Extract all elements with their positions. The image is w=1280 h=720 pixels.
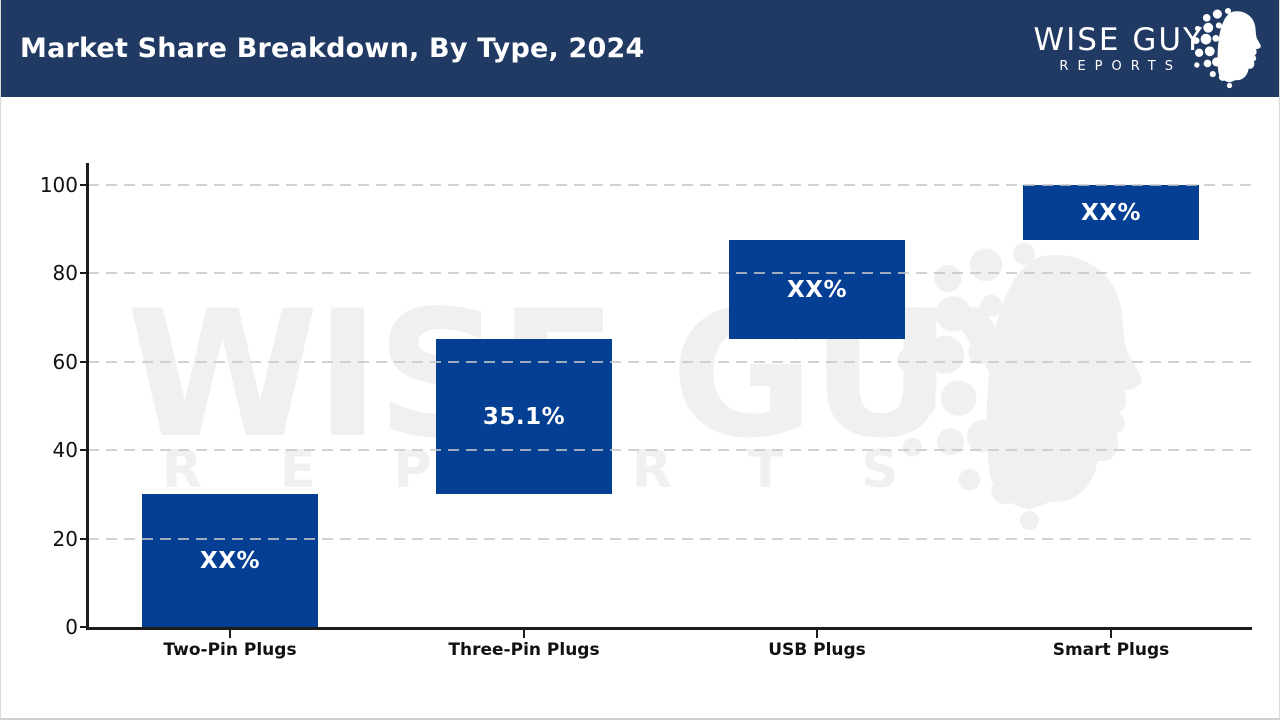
x-category-label-usb-plugs: USB Plugs [768, 640, 866, 660]
x-category-label-smart-plugs: Smart Plugs [1052, 640, 1170, 660]
y-axis-line [86, 163, 89, 630]
brand-head-icon [1190, 7, 1266, 91]
bar-value-label: XX% [1080, 199, 1141, 226]
x-tick-3 [816, 630, 818, 638]
x-tick-1 [229, 630, 231, 638]
y-tick-80 [80, 272, 88, 275]
y-tick-0 [80, 626, 88, 628]
brand-name: WISE GUY [1033, 22, 1204, 59]
gridline-100 [88, 184, 1252, 186]
brand-logo-text: WISE GUY REPORTS [1033, 24, 1204, 74]
brand-logo: WISE GUY REPORTS [1033, 6, 1266, 92]
y-tick-20 [80, 537, 88, 540]
gridline-20 [88, 537, 1252, 540]
y-tick-label-100: 100 [39, 173, 78, 197]
bar-value-label: 35.1% [482, 403, 566, 430]
chart-bar-three-pin-plugs: 35.1% [436, 339, 612, 495]
y-tick-40 [80, 449, 88, 452]
chart-bar-two-pin-plugs: XX% [142, 494, 318, 627]
y-tick-label-80: 80 [52, 261, 78, 286]
y-tick-label-20: 20 [52, 526, 78, 551]
chart-bar-usb-plugs: XX% [729, 240, 905, 340]
gridline-60 [88, 360, 1252, 363]
page-title: Market Share Breakdown, By Type, 2024 [20, 33, 645, 64]
x-axis-line [86, 627, 1252, 630]
y-tick-100 [80, 184, 88, 186]
brand-subname: REPORTS [1059, 58, 1183, 74]
y-tick-label-40: 40 [52, 438, 78, 463]
y-tick-60 [80, 360, 88, 363]
chart-bar-smart-plugs: XX% [1023, 185, 1199, 241]
x-tick-4 [1110, 630, 1112, 638]
y-tick-label-60: 60 [52, 349, 78, 374]
x-tick-2 [523, 630, 525, 638]
x-category-label-three-pin-plugs: Three-Pin Plugs [448, 640, 600, 660]
bar-value-label: XX% [786, 276, 847, 303]
bar-value-label: XX% [199, 547, 260, 574]
x-category-label-two-pin-plugs: Two-Pin Plugs [163, 640, 297, 660]
gridline-40 [88, 449, 1252, 452]
y-tick-label-0: 0 [65, 615, 78, 639]
gridline-80 [88, 272, 1252, 275]
header-bar: Market Share Breakdown, By Type, 2024 WI… [0, 0, 1280, 97]
